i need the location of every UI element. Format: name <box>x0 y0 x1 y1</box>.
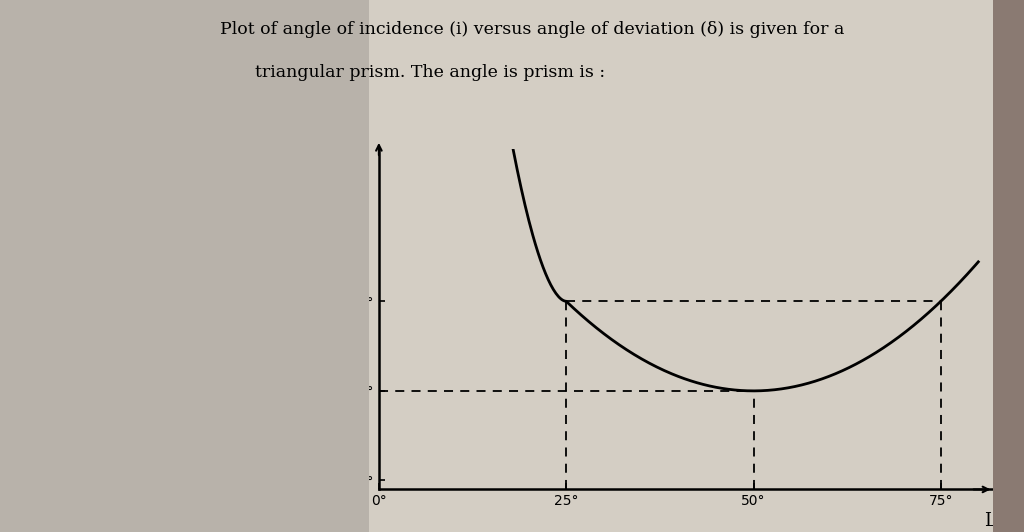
Text: Plot of angle of incidence (i) versus angle of deviation (δ) is given for a: Plot of angle of incidence (i) versus an… <box>220 21 845 38</box>
Text: L: L <box>984 512 995 530</box>
Text: triangular prism. The angle is prism is :: triangular prism. The angle is prism is … <box>255 64 605 81</box>
Text: δ: δ <box>328 165 341 187</box>
